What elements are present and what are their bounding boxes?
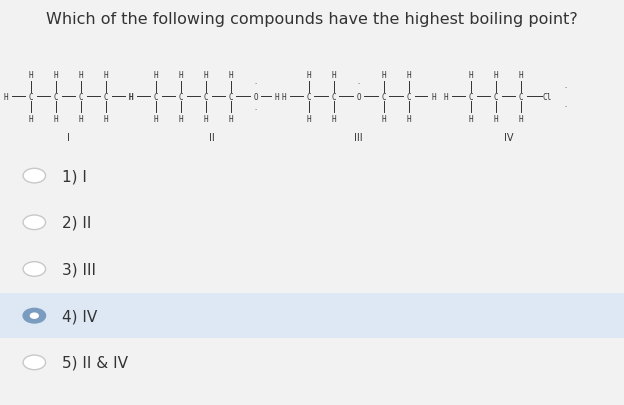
- Text: 4) IV: 4) IV: [62, 309, 97, 323]
- Text: Which of the following compounds have the highest boiling point?: Which of the following compounds have th…: [46, 12, 578, 27]
- Circle shape: [23, 262, 46, 277]
- Circle shape: [31, 313, 38, 318]
- Text: ··: ··: [564, 104, 568, 109]
- Text: ··: ··: [564, 85, 568, 90]
- Text: H: H: [519, 115, 524, 124]
- Text: O: O: [356, 93, 361, 102]
- Text: H: H: [54, 70, 59, 79]
- Text: H: H: [469, 70, 474, 79]
- Text: C: C: [469, 93, 474, 102]
- Text: H: H: [29, 115, 34, 124]
- Text: C: C: [154, 93, 158, 102]
- Text: IV: IV: [504, 133, 514, 143]
- Text: H: H: [79, 70, 84, 79]
- Text: H: H: [275, 93, 280, 102]
- Text: C: C: [29, 93, 34, 102]
- Text: C: C: [228, 93, 233, 102]
- Text: H: H: [154, 70, 158, 79]
- Text: C: C: [306, 93, 311, 102]
- Text: C: C: [331, 93, 336, 102]
- FancyBboxPatch shape: [0, 294, 624, 338]
- Text: H: H: [494, 70, 499, 79]
- Text: H: H: [306, 70, 311, 79]
- Circle shape: [23, 169, 46, 183]
- Text: H: H: [29, 70, 34, 79]
- Text: H: H: [406, 115, 411, 124]
- Text: 5) II & IV: 5) II & IV: [62, 355, 129, 370]
- Text: H: H: [228, 115, 233, 124]
- Text: H: H: [519, 70, 524, 79]
- Text: H: H: [381, 70, 386, 79]
- Text: 3) III: 3) III: [62, 262, 96, 277]
- Text: H: H: [444, 93, 449, 102]
- Text: ··: ··: [254, 107, 258, 112]
- Text: H: H: [104, 70, 109, 79]
- Text: C: C: [79, 93, 84, 102]
- Text: H: H: [228, 70, 233, 79]
- Text: ··: ··: [254, 81, 258, 86]
- Text: C: C: [406, 93, 411, 102]
- Text: H: H: [381, 115, 386, 124]
- Circle shape: [23, 355, 46, 370]
- Text: H: H: [54, 115, 59, 124]
- Text: C: C: [494, 93, 499, 102]
- Text: H: H: [203, 115, 208, 124]
- Text: H: H: [104, 115, 109, 124]
- Text: Cl: Cl: [543, 93, 552, 102]
- Text: C: C: [381, 93, 386, 102]
- Text: C: C: [54, 93, 59, 102]
- Text: H: H: [129, 93, 134, 102]
- Text: II: II: [209, 133, 215, 143]
- Text: H: H: [431, 93, 436, 102]
- Text: H: H: [4, 93, 9, 102]
- Text: H: H: [79, 115, 84, 124]
- Text: O: O: [253, 93, 258, 102]
- Text: H: H: [178, 115, 183, 124]
- Text: H: H: [494, 115, 499, 124]
- Circle shape: [23, 309, 46, 323]
- Text: 2) II: 2) II: [62, 215, 92, 230]
- Text: H: H: [203, 70, 208, 79]
- Text: ··: ··: [357, 81, 361, 86]
- Text: 1) I: 1) I: [62, 169, 87, 183]
- Text: H: H: [331, 115, 336, 124]
- Text: C: C: [519, 93, 524, 102]
- Text: H: H: [281, 93, 286, 102]
- Text: C: C: [203, 93, 208, 102]
- Text: H: H: [306, 115, 311, 124]
- Text: H: H: [469, 115, 474, 124]
- Text: III: III: [354, 133, 363, 143]
- Text: H: H: [331, 70, 336, 79]
- Text: C: C: [178, 93, 183, 102]
- Text: H: H: [406, 70, 411, 79]
- Text: I: I: [67, 133, 70, 143]
- Text: C: C: [104, 93, 109, 102]
- Text: H: H: [154, 115, 158, 124]
- Text: H: H: [178, 70, 183, 79]
- Text: H: H: [129, 93, 134, 102]
- Circle shape: [23, 215, 46, 230]
